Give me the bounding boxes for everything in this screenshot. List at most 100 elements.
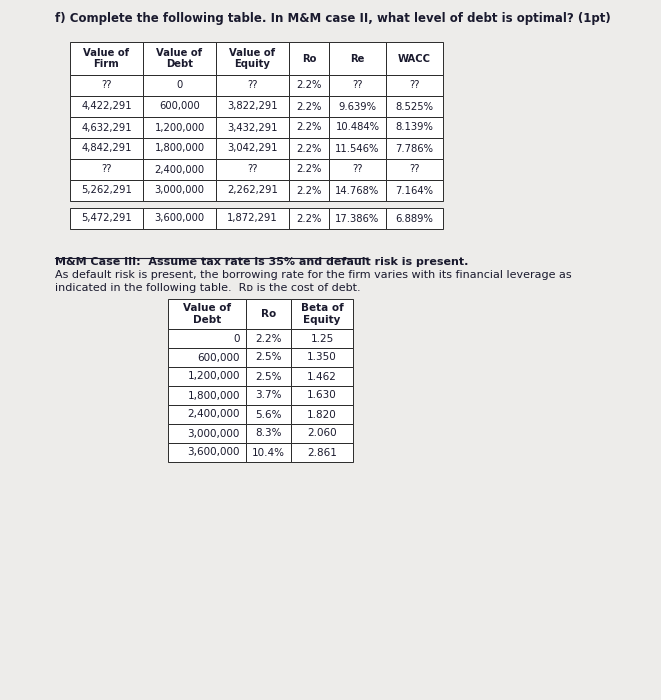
- Bar: [70, 42, 143, 75]
- Bar: [291, 424, 353, 443]
- Text: Ro: Ro: [261, 309, 276, 319]
- Text: 2.5%: 2.5%: [255, 353, 282, 363]
- Bar: [143, 96, 216, 117]
- Bar: [289, 96, 329, 117]
- Text: ??: ??: [247, 80, 258, 90]
- Bar: [291, 443, 353, 462]
- Bar: [216, 42, 289, 75]
- Bar: [329, 42, 386, 75]
- Bar: [246, 299, 291, 329]
- Text: 2.2%: 2.2%: [296, 164, 322, 174]
- Text: 4,422,291: 4,422,291: [81, 102, 132, 111]
- Bar: [289, 42, 329, 75]
- Bar: [289, 138, 329, 159]
- Bar: [386, 96, 443, 117]
- Bar: [291, 299, 353, 329]
- Text: 3.7%: 3.7%: [255, 391, 282, 400]
- Text: 1.820: 1.820: [307, 410, 337, 419]
- Text: 3,600,000: 3,600,000: [188, 447, 240, 458]
- Text: 1.462: 1.462: [307, 372, 337, 382]
- Text: 11.546%: 11.546%: [335, 144, 379, 153]
- Text: 14.768%: 14.768%: [335, 186, 379, 195]
- Text: 0: 0: [176, 80, 182, 90]
- Bar: [291, 367, 353, 386]
- Text: 600,000: 600,000: [159, 102, 200, 111]
- Text: 600,000: 600,000: [198, 353, 240, 363]
- Bar: [386, 180, 443, 201]
- Text: 1,872,291: 1,872,291: [227, 214, 278, 223]
- Bar: [289, 159, 329, 180]
- Text: 2.2%: 2.2%: [296, 102, 322, 111]
- Text: 2.2%: 2.2%: [296, 214, 322, 223]
- Bar: [246, 348, 291, 367]
- Bar: [329, 75, 386, 96]
- Text: Ro: Ro: [302, 53, 316, 64]
- Bar: [70, 208, 143, 229]
- Bar: [168, 443, 246, 462]
- Text: As default risk is present, the borrowing rate for the firm varies with its fina: As default risk is present, the borrowin…: [55, 270, 572, 280]
- Bar: [329, 96, 386, 117]
- Bar: [329, 159, 386, 180]
- Bar: [216, 180, 289, 201]
- Text: Value of
Firm: Value of Firm: [83, 48, 130, 69]
- Text: 2.2%: 2.2%: [296, 122, 322, 132]
- Text: 8.139%: 8.139%: [395, 122, 434, 132]
- Text: 2.2%: 2.2%: [255, 333, 282, 344]
- Text: 5.6%: 5.6%: [255, 410, 282, 419]
- Bar: [70, 96, 143, 117]
- Text: WACC: WACC: [398, 53, 431, 64]
- Text: 3,042,291: 3,042,291: [227, 144, 278, 153]
- Text: 1,200,000: 1,200,000: [188, 372, 240, 382]
- Bar: [70, 180, 143, 201]
- Bar: [246, 329, 291, 348]
- Text: 0: 0: [233, 333, 240, 344]
- Text: 1,200,000: 1,200,000: [155, 122, 205, 132]
- Text: 1,800,000: 1,800,000: [155, 144, 204, 153]
- Text: 4,632,291: 4,632,291: [81, 122, 132, 132]
- Bar: [70, 159, 143, 180]
- Bar: [329, 138, 386, 159]
- Bar: [143, 117, 216, 138]
- Text: 4,842,291: 4,842,291: [81, 144, 132, 153]
- Bar: [386, 75, 443, 96]
- Bar: [289, 75, 329, 96]
- Bar: [386, 138, 443, 159]
- Text: 1.25: 1.25: [311, 333, 334, 344]
- Text: 2,400,000: 2,400,000: [188, 410, 240, 419]
- Text: 1,800,000: 1,800,000: [188, 391, 240, 400]
- Bar: [168, 424, 246, 443]
- Text: Value of
Debt: Value of Debt: [183, 303, 231, 325]
- Bar: [143, 180, 216, 201]
- Text: 1.350: 1.350: [307, 353, 337, 363]
- Text: 3,000,000: 3,000,000: [155, 186, 204, 195]
- Bar: [291, 405, 353, 424]
- Bar: [246, 405, 291, 424]
- Bar: [143, 138, 216, 159]
- Text: ??: ??: [247, 164, 258, 174]
- Text: 7.164%: 7.164%: [395, 186, 434, 195]
- Text: 2.2%: 2.2%: [296, 80, 322, 90]
- Text: Beta of
Equity: Beta of Equity: [301, 303, 343, 325]
- Text: ??: ??: [101, 80, 112, 90]
- Text: 5,262,291: 5,262,291: [81, 186, 132, 195]
- Bar: [143, 75, 216, 96]
- Bar: [289, 180, 329, 201]
- Text: 2.2%: 2.2%: [296, 144, 322, 153]
- Text: indicated in the following table.  Rᴅ is the cost of debt.: indicated in the following table. Rᴅ is …: [55, 283, 361, 293]
- Text: 2,262,291: 2,262,291: [227, 186, 278, 195]
- Text: 1.630: 1.630: [307, 391, 337, 400]
- Bar: [386, 42, 443, 75]
- Bar: [168, 405, 246, 424]
- Bar: [246, 367, 291, 386]
- Bar: [386, 117, 443, 138]
- Text: 17.386%: 17.386%: [335, 214, 379, 223]
- Text: 8.525%: 8.525%: [395, 102, 434, 111]
- Text: ??: ??: [409, 80, 420, 90]
- Text: Value of
Equity: Value of Equity: [229, 48, 276, 69]
- Text: 10.484%: 10.484%: [336, 122, 379, 132]
- Bar: [246, 424, 291, 443]
- Text: f) Complete the following table. In M&M case II, what level of debt is optimal? : f) Complete the following table. In M&M …: [55, 12, 611, 25]
- Bar: [168, 367, 246, 386]
- Bar: [70, 117, 143, 138]
- Text: Re: Re: [350, 53, 365, 64]
